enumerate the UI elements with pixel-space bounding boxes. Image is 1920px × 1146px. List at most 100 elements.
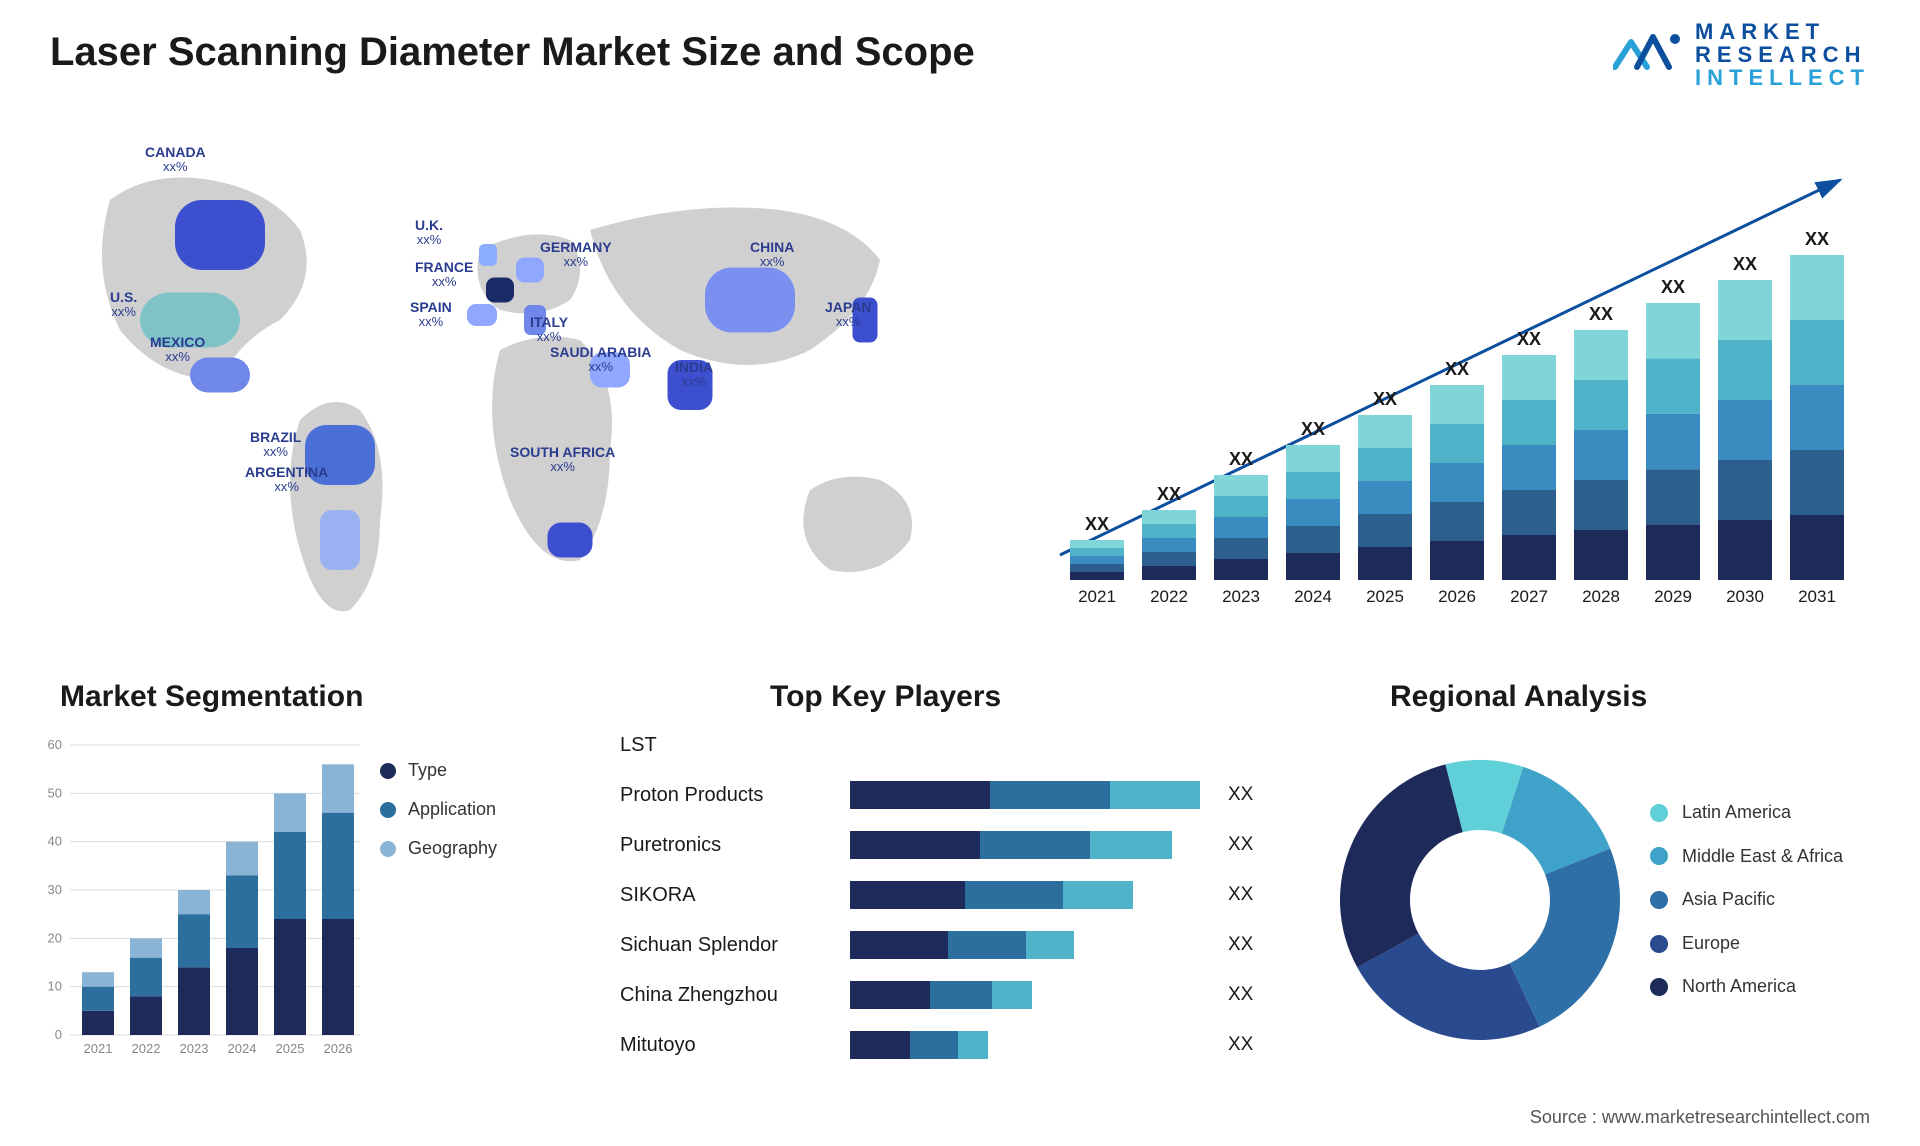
svg-text:30: 30	[48, 882, 62, 897]
legend-label: Latin America	[1682, 802, 1791, 824]
svg-text:2028: 2028	[1582, 587, 1620, 606]
svg-text:2022: 2022	[1150, 587, 1188, 606]
keyplayer-name: SIKORA	[620, 884, 850, 907]
svg-text:XX: XX	[1517, 329, 1541, 349]
keyplayer-name: China Zhengzhou	[620, 984, 850, 1007]
map-label-argentina: ARGENTINAxx%	[245, 465, 328, 495]
regional-donut	[1330, 750, 1630, 1050]
keyplayer-row: Puretronics XX	[620, 820, 1310, 870]
svg-text:60: 60	[48, 737, 62, 752]
keyplayer-row: LST	[620, 720, 1310, 770]
keyplayer-value: XX	[1228, 884, 1253, 906]
region-legend-item: Latin America	[1650, 802, 1843, 824]
page-title: Laser Scanning Diameter Market Size and …	[50, 30, 975, 75]
svg-text:2029: 2029	[1654, 587, 1692, 606]
logo-line3: INTELLECT	[1695, 66, 1870, 89]
map-label-germany: GERMANYxx%	[540, 240, 612, 270]
legend-label: North America	[1682, 976, 1796, 998]
keyplayer-bar-seg	[850, 981, 930, 1009]
region-legend-item: Middle East & Africa	[1650, 846, 1843, 868]
world-map	[50, 120, 970, 640]
map-label-spain: SPAINxx%	[410, 300, 452, 330]
seg-legend-application: Application	[380, 799, 497, 820]
keyplayer-name: Puretronics	[620, 834, 850, 857]
svg-text:XX: XX	[1589, 304, 1613, 324]
regional-chart: Latin America Middle East & Africa Asia Pa…	[1330, 730, 1890, 1070]
keyplayer-bar-seg	[850, 831, 980, 859]
keyplayer-row: Proton ProductsXX	[620, 770, 1310, 820]
region-legend-item: Europe	[1650, 933, 1843, 955]
svg-text:40: 40	[48, 834, 62, 849]
keyplayer-name: Sichuan Splendor	[620, 934, 850, 957]
keyplayers-chart: LST Proton ProductsXX Puretronics XX SIKORA X…	[620, 720, 1310, 1080]
map-label-italy: ITALYxx%	[530, 315, 568, 345]
region-legend-item: Asia Pacific	[1650, 889, 1843, 911]
region-legend-item: North America	[1650, 976, 1843, 998]
keyplayer-bar-seg	[1026, 931, 1074, 959]
legend-label: Type	[408, 760, 447, 781]
svg-text:20: 20	[48, 930, 62, 945]
map-label-japan: JAPANxx%	[825, 300, 871, 330]
svg-text:XX: XX	[1157, 484, 1181, 504]
legend-label: Geography	[408, 838, 497, 859]
legend-dot-icon	[380, 763, 396, 779]
keyplayer-row: Mitutoyo XX	[620, 1020, 1310, 1070]
legend-dot-icon	[380, 841, 396, 857]
map-label-mexico: MEXICOxx%	[150, 335, 205, 365]
keyplayer-bar-seg	[930, 981, 992, 1009]
svg-text:2024: 2024	[1294, 587, 1332, 606]
keyplayer-value: XX	[1228, 834, 1253, 856]
segmentation-title: Market Segmentation	[60, 680, 363, 714]
segmentation-legend: Type Application Geography	[380, 760, 497, 859]
keyplayer-bar	[850, 781, 1210, 809]
logo-line1: MARKET	[1695, 20, 1870, 43]
svg-text:0: 0	[55, 1027, 62, 1042]
keyplayer-bar-seg	[948, 931, 1026, 959]
logo-text: MARKET RESEARCH INTELLECT	[1695, 20, 1870, 89]
keyplayer-row: Sichuan Splendor XX	[620, 920, 1310, 970]
keyplayer-bar	[850, 881, 1210, 909]
keyplayer-name: LST	[620, 734, 850, 757]
keyplayers-title: Top Key Players	[770, 680, 1001, 714]
legend-label: Europe	[1682, 933, 1740, 955]
svg-text:XX: XX	[1445, 359, 1469, 379]
regional-legend: Latin America Middle East & Africa Asia Pa…	[1650, 802, 1843, 998]
map-label-u-s-: U.S.xx%	[110, 290, 137, 320]
svg-text:2023: 2023	[180, 1041, 209, 1056]
svg-text:2022: 2022	[132, 1041, 161, 1056]
segmentation-chart: 0102030405060202120222023202420252026	[30, 735, 590, 1080]
keyplayer-bar-seg	[990, 781, 1110, 809]
keyplayer-value: XX	[1228, 1034, 1253, 1056]
map-label-brazil: BRAZILxx%	[250, 430, 301, 460]
svg-text:XX: XX	[1085, 514, 1109, 534]
svg-text:2023: 2023	[1222, 587, 1260, 606]
svg-text:10: 10	[48, 979, 62, 994]
keyplayer-bar-seg	[850, 931, 948, 959]
legend-dot-icon	[1650, 935, 1668, 953]
source-text: Source : www.marketresearchintellect.com	[1530, 1107, 1870, 1128]
keyplayer-bar-seg	[1063, 881, 1133, 909]
keyplayer-row: China Zhengzhou XX	[620, 970, 1310, 1020]
keyplayer-value: XX	[1228, 784, 1253, 806]
svg-text:2021: 2021	[1078, 587, 1116, 606]
keyplayer-bar-seg	[1110, 781, 1200, 809]
brand-logo: MARKET RESEARCH INTELLECT	[1613, 20, 1870, 89]
svg-text:XX: XX	[1661, 277, 1685, 297]
map-label-india: INDIAxx%	[675, 360, 713, 390]
keyplayer-bar	[850, 931, 1210, 959]
keyplayer-value: XX	[1228, 984, 1253, 1006]
map-label-south-africa: SOUTH AFRICAxx%	[510, 445, 615, 475]
legend-dot-icon	[1650, 847, 1668, 865]
keyplayer-bar-seg	[980, 831, 1090, 859]
map-label-saudi-arabia: SAUDI ARABIAxx%	[550, 345, 651, 375]
keyplayer-name: Mitutoyo	[620, 1034, 850, 1057]
legend-label: Application	[408, 799, 496, 820]
svg-text:2025: 2025	[276, 1041, 305, 1056]
map-label-france: FRANCExx%	[415, 260, 473, 290]
svg-text:2025: 2025	[1366, 587, 1404, 606]
svg-text:2030: 2030	[1726, 587, 1764, 606]
keyplayer-bar	[850, 981, 1210, 1009]
legend-label: Middle East & Africa	[1682, 846, 1843, 868]
logo-line2: RESEARCH	[1695, 43, 1870, 66]
keyplayer-value: XX	[1228, 934, 1253, 956]
